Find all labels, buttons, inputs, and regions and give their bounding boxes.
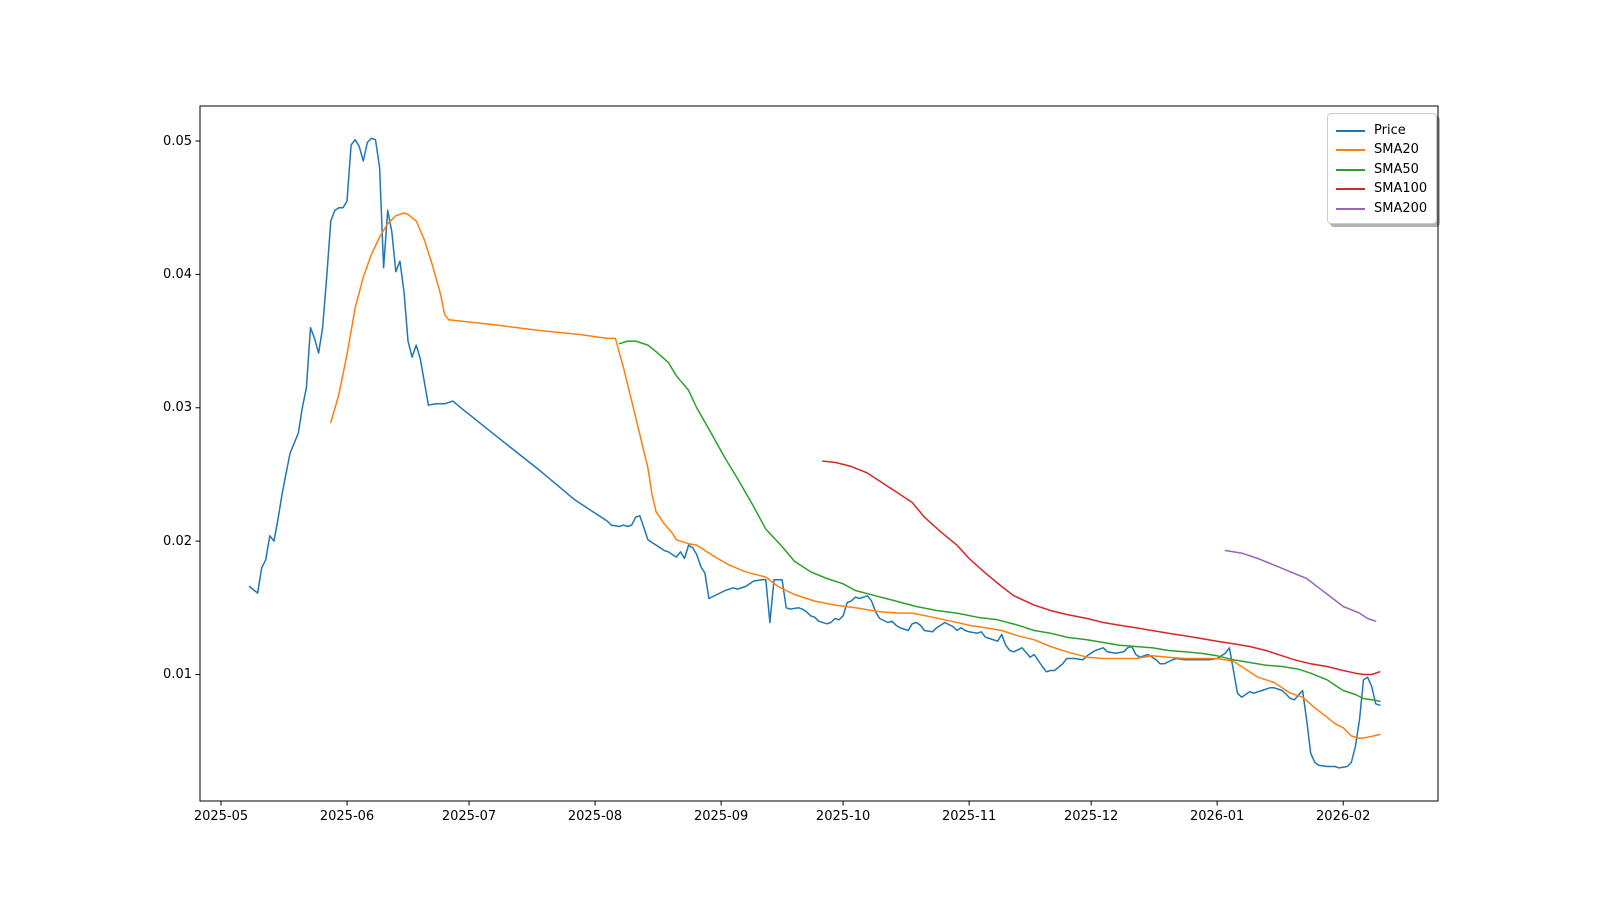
legend-entry-sma100: SMA100 bbox=[1336, 180, 1428, 200]
legend-line-sample-price bbox=[1336, 129, 1365, 132]
x-tick-label: 2025-09 bbox=[693, 809, 749, 824]
y-tick-label: 0.05 bbox=[163, 133, 192, 149]
x-tick-label: 2025-06 bbox=[319, 809, 375, 824]
legend-entry-price: Price bbox=[1336, 121, 1428, 141]
x-tick-label: 2025-10 bbox=[815, 809, 871, 824]
legend-entry-sma50: SMA50 bbox=[1336, 160, 1428, 180]
legend-line-sample-sma20 bbox=[1336, 149, 1365, 152]
y-tick-label: 0.03 bbox=[163, 400, 192, 416]
legend-entry-sma20: SMA20 bbox=[1336, 141, 1428, 161]
legend: Price SMA20 SMA50 SMA100 SMA200 bbox=[1327, 113, 1437, 224]
legend-label-sma100: SMA100 bbox=[1374, 181, 1428, 197]
legend-line-sample-sma50 bbox=[1336, 168, 1365, 171]
legend-label-sma200: SMA200 bbox=[1374, 200, 1428, 216]
sma50-line bbox=[618, 340, 1381, 702]
price-line bbox=[248, 137, 1381, 769]
legend-entry-sma200: SMA200 bbox=[1336, 199, 1428, 219]
y-tick-label: 0.01 bbox=[163, 667, 192, 682]
plot-border bbox=[199, 105, 1439, 802]
legend-line-sample-sma200 bbox=[1336, 207, 1365, 210]
x-tick-label: 2025-12 bbox=[1063, 809, 1119, 824]
legend-line-sample-sma100 bbox=[1336, 188, 1365, 191]
x-tick-label: 2026-01 bbox=[1189, 809, 1245, 824]
x-tick-label: 2025-08 bbox=[567, 809, 623, 824]
x-tick-label: 2025-11 bbox=[941, 809, 997, 824]
legend-label-sma20: SMA20 bbox=[1374, 142, 1419, 158]
x-tick-label: 2026-02 bbox=[1316, 809, 1371, 824]
sma20-line bbox=[330, 212, 1381, 740]
sma200-line bbox=[1224, 549, 1377, 622]
x-tick-label: 2025-05 bbox=[193, 809, 249, 824]
legend-label-sma50: SMA50 bbox=[1374, 161, 1419, 177]
y-tick-label: 0.02 bbox=[163, 533, 192, 549]
x-tick-label: 2025-07 bbox=[441, 809, 497, 824]
legend-label-price: Price bbox=[1374, 122, 1406, 138]
y-tick-label: 0.04 bbox=[163, 266, 192, 282]
sma100-line bbox=[822, 460, 1381, 676]
